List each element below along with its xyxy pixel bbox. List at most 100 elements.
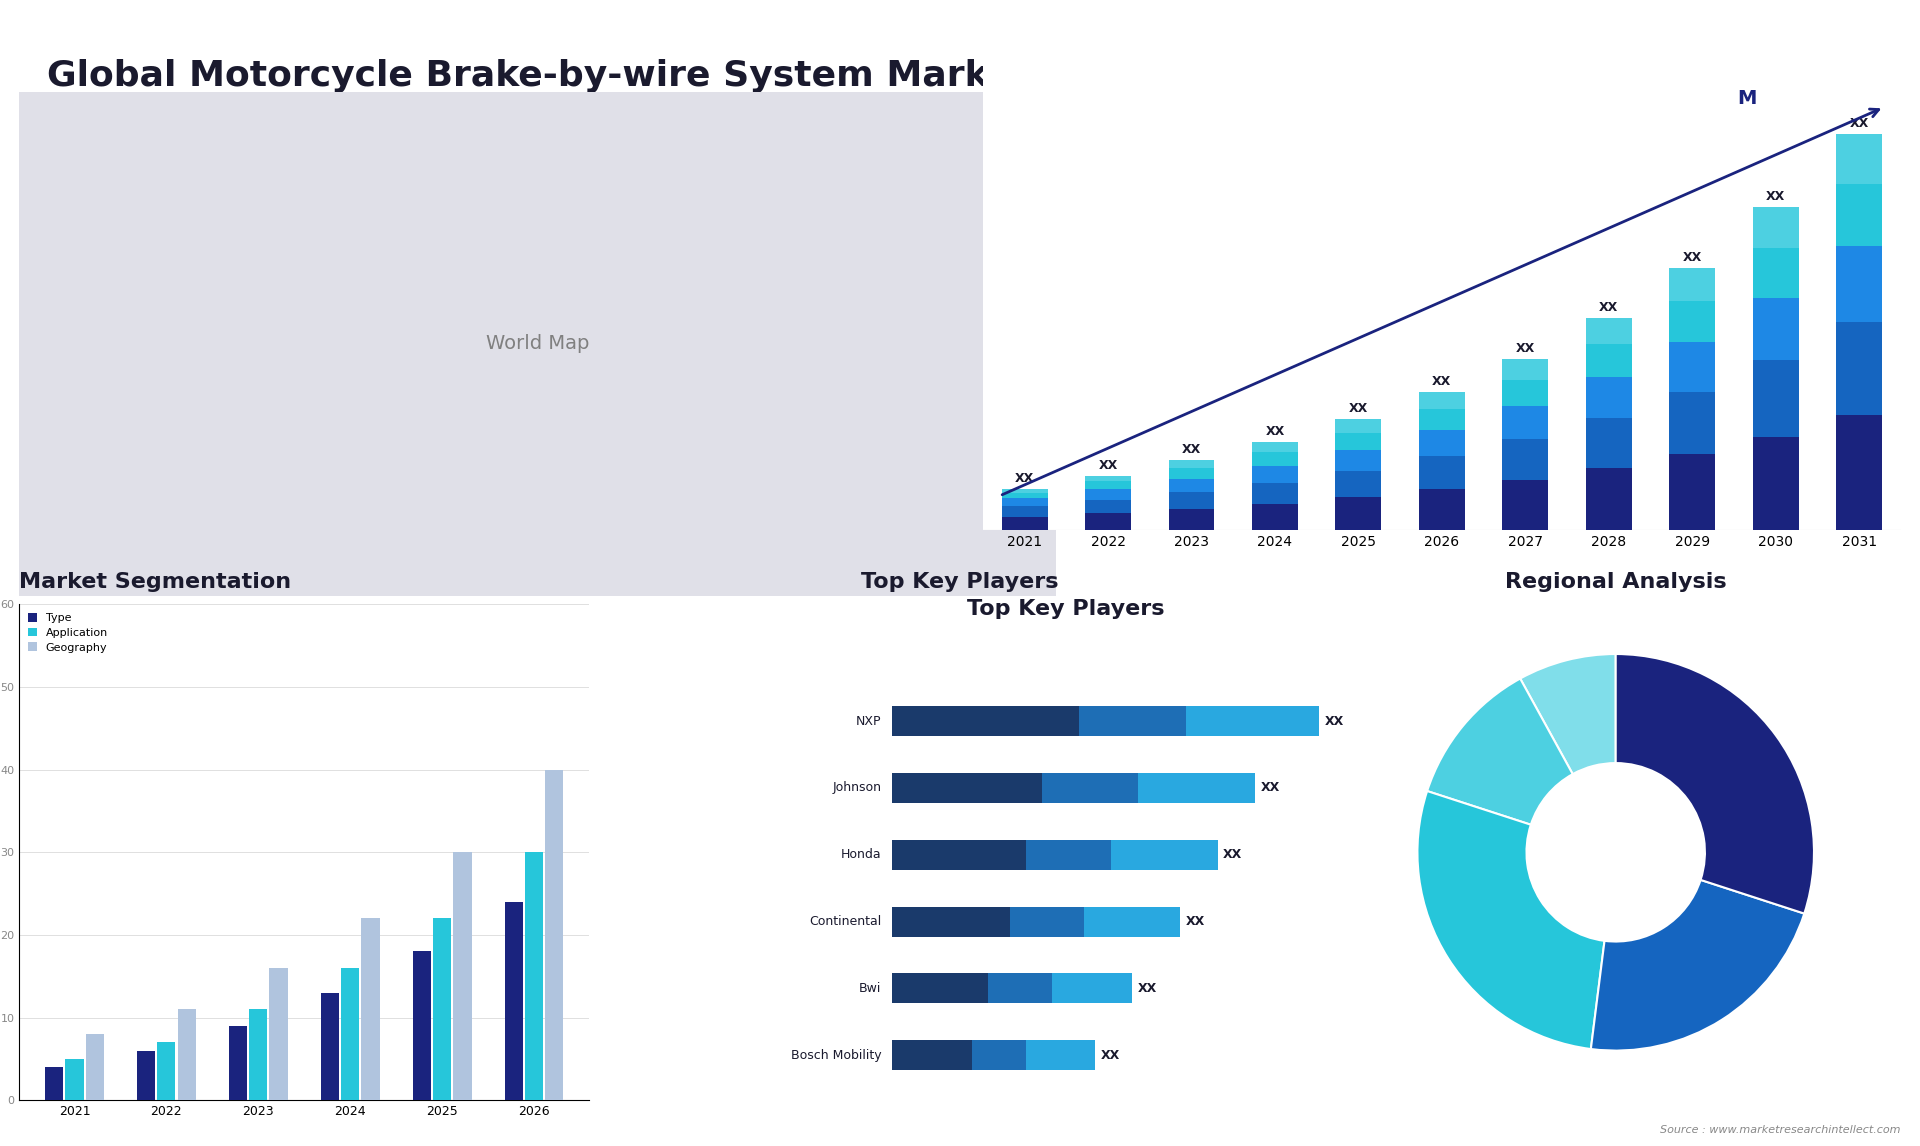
Bar — [1419, 489, 1465, 531]
Bar — [1336, 497, 1380, 531]
Bar — [1586, 377, 1632, 418]
Bar — [1753, 360, 1799, 437]
Bar — [1586, 469, 1632, 531]
Bar — [453, 853, 472, 1100]
Bar — [893, 772, 1041, 803]
Bar — [1501, 439, 1548, 480]
Bar — [228, 1026, 248, 1100]
Wedge shape — [1427, 678, 1572, 825]
Bar — [1586, 344, 1632, 377]
Bar — [1002, 493, 1048, 499]
Bar — [893, 706, 1079, 736]
Bar — [1501, 359, 1548, 379]
Bar — [434, 918, 451, 1100]
Bar — [1169, 509, 1215, 531]
Bar — [413, 951, 432, 1100]
Bar — [893, 906, 1010, 936]
Wedge shape — [1417, 791, 1605, 1049]
Bar — [1668, 268, 1715, 301]
Text: MARKET
RESEARCH
INTELLECT: MARKET RESEARCH INTELLECT — [1726, 129, 1768, 150]
Bar — [1169, 479, 1215, 492]
Bar — [1753, 249, 1799, 298]
Bar — [1836, 183, 1882, 245]
Text: World Map: World Map — [486, 335, 589, 353]
Bar — [65, 1059, 84, 1100]
Bar — [1187, 706, 1319, 736]
Bar — [1169, 469, 1215, 479]
Bar — [1419, 430, 1465, 456]
Bar — [1501, 480, 1548, 531]
Bar — [1025, 1041, 1094, 1070]
Bar — [1668, 454, 1715, 531]
Bar — [972, 1041, 1025, 1070]
Bar — [1419, 456, 1465, 489]
Bar — [1668, 342, 1715, 392]
Text: M: M — [1738, 89, 1757, 108]
Bar — [1836, 245, 1882, 322]
Bar — [1753, 207, 1799, 249]
Text: XX: XX — [1325, 714, 1344, 728]
Bar — [1252, 482, 1298, 504]
Text: XX: XX — [1223, 848, 1242, 862]
Bar — [989, 973, 1052, 1004]
Bar — [1085, 513, 1131, 531]
Text: XX: XX — [1515, 342, 1534, 355]
Bar — [1002, 507, 1048, 517]
Bar — [1586, 317, 1632, 344]
Bar — [321, 992, 340, 1100]
Bar — [893, 973, 989, 1004]
Text: Honda: Honda — [841, 848, 881, 862]
Polygon shape — [1692, 44, 1803, 133]
Text: XX: XX — [1350, 402, 1369, 416]
Text: XX: XX — [1432, 375, 1452, 387]
Bar — [1085, 489, 1131, 500]
Text: Johnson: Johnson — [831, 782, 881, 794]
Bar — [1753, 298, 1799, 360]
Legend: Type, Application, Geography: Type, Application, Geography — [25, 610, 111, 656]
Text: XX: XX — [1139, 982, 1158, 995]
Text: XX: XX — [1849, 117, 1868, 129]
Bar — [1836, 322, 1882, 416]
Bar — [136, 1051, 156, 1100]
Text: Global Motorcycle Brake-by-wire System Market Size and
Scope: Global Motorcycle Brake-by-wire System M… — [46, 60, 1215, 135]
Bar — [1139, 772, 1256, 803]
Bar — [524, 853, 543, 1100]
Bar — [1586, 418, 1632, 469]
Text: Top Key Players: Top Key Players — [968, 599, 1164, 619]
Bar — [1002, 499, 1048, 507]
Bar — [1668, 392, 1715, 454]
Text: Market Segmentation: Market Segmentation — [19, 572, 292, 591]
Text: XX: XX — [1183, 444, 1202, 456]
Bar — [342, 968, 359, 1100]
Bar — [250, 1010, 267, 1100]
Wedge shape — [1521, 654, 1617, 774]
Text: XX: XX — [1098, 460, 1117, 472]
Bar — [1419, 392, 1465, 409]
Bar — [269, 968, 288, 1100]
Text: XX: XX — [1187, 915, 1206, 928]
Bar — [1052, 973, 1133, 1004]
Bar — [1836, 416, 1882, 531]
Bar — [1336, 419, 1380, 432]
Bar — [1336, 449, 1380, 471]
Bar — [1336, 432, 1380, 449]
Bar — [1668, 301, 1715, 342]
Text: NXP: NXP — [856, 714, 881, 728]
Title: Top Key Players: Top Key Players — [862, 572, 1058, 591]
Text: XX: XX — [1265, 425, 1284, 438]
Bar — [361, 918, 380, 1100]
Bar — [177, 1010, 196, 1100]
Title: Regional Analysis: Regional Analysis — [1505, 572, 1726, 591]
Bar — [1010, 906, 1085, 936]
Bar — [1169, 461, 1215, 469]
Text: XX: XX — [1100, 1049, 1119, 1062]
Bar — [1169, 492, 1215, 509]
Text: Bwi: Bwi — [858, 982, 881, 995]
Bar — [1836, 134, 1882, 183]
Bar — [1002, 489, 1048, 493]
Bar — [1501, 406, 1548, 439]
Bar — [1252, 453, 1298, 465]
Text: XX: XX — [1016, 472, 1035, 485]
Text: Bosch Mobility: Bosch Mobility — [791, 1049, 881, 1062]
Bar — [1085, 906, 1181, 936]
